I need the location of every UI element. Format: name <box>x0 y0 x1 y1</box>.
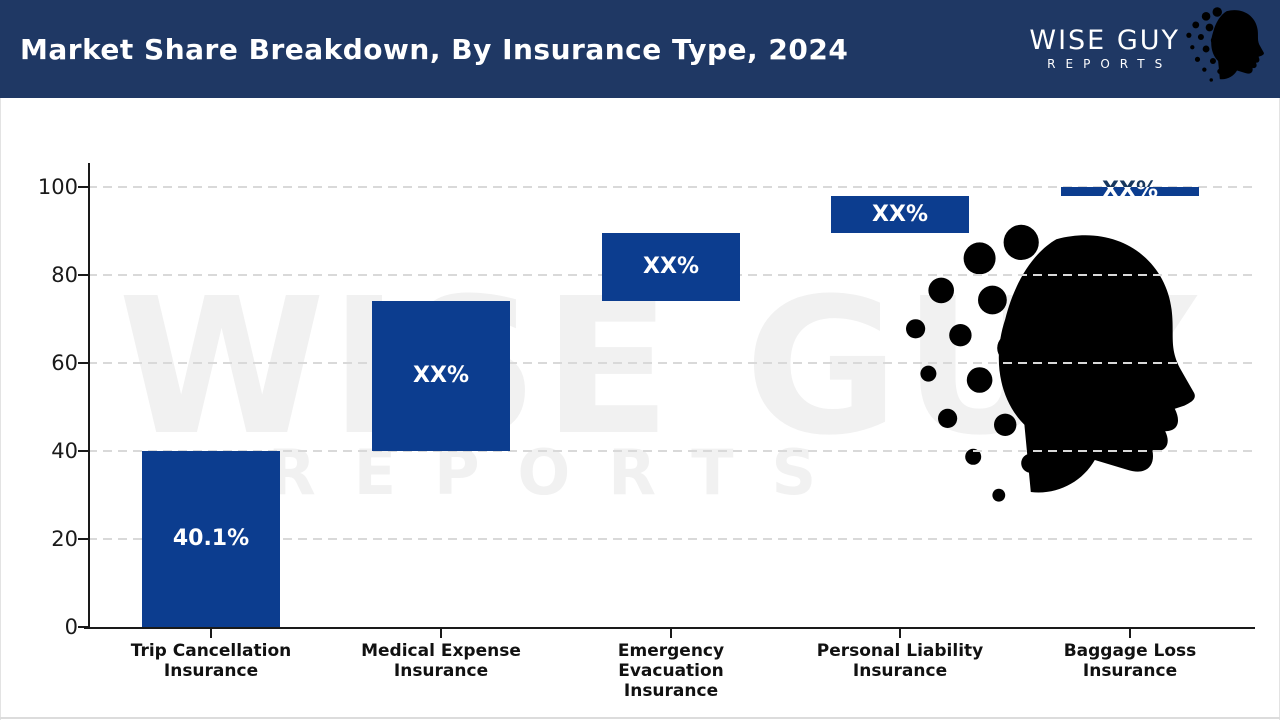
page-border-bottom <box>0 717 1280 719</box>
y-tick-label-20: 20 <box>51 527 78 551</box>
y-tick-label-80: 80 <box>51 263 78 287</box>
x-tick-mark-1 <box>210 629 212 638</box>
x-category-label-2: Medical Expense Insurance <box>361 641 521 681</box>
y-tick-mark-100 <box>78 186 88 188</box>
y-tick-mark-20 <box>78 538 88 540</box>
page-border-left <box>0 98 1 720</box>
gridline-y-20 <box>88 538 1255 540</box>
x-category-label-4: Personal Liability Insurance <box>816 641 984 681</box>
bar-value-label-4: XX% <box>872 201 928 227</box>
x-category-label-1: Trip Cancellation Insurance <box>130 641 292 681</box>
gridline-y-60 <box>88 362 1255 364</box>
y-tick-label-0: 0 <box>64 615 78 639</box>
x-tick-mark-3 <box>670 629 672 638</box>
x-tick-mark-2 <box>440 629 442 638</box>
x-axis-line <box>84 627 1255 629</box>
y-tick-mark-80 <box>78 274 88 276</box>
bar-value-label-5-overflow: XX% <box>1061 177 1199 187</box>
logo-head-icon <box>1182 6 1268 92</box>
y-tick-label-40: 40 <box>51 439 78 463</box>
x-category-label-5: Baggage Loss Insurance <box>1063 641 1197 681</box>
y-axis-line <box>88 163 90 629</box>
header: Market Share Breakdown, By Insurance Typ… <box>0 0 1280 98</box>
y-tick-mark-40 <box>78 450 88 452</box>
bar-4 <box>831 195 969 234</box>
y-tick-mark-60 <box>78 362 88 364</box>
bar-1 <box>142 450 280 627</box>
x-category-label-3: Emergency Evacuation Insurance <box>617 641 725 701</box>
logo-text: WISE GUY REPORTS <box>1029 26 1180 72</box>
logo-wordmark: WISE GUY <box>1029 25 1180 56</box>
logo-subtitle: REPORTS <box>1047 57 1173 71</box>
bar-value-label-3: XX% <box>643 254 699 280</box>
y-tick-label-60: 60 <box>51 351 78 375</box>
bar-3 <box>602 233 740 302</box>
bar-value-label-5: XX% <box>1102 178 1158 204</box>
y-tick-mark-0 <box>78 626 88 628</box>
gridline-y-40 <box>88 450 1255 452</box>
y-tick-label-100: 100 <box>37 175 78 199</box>
wiseguy-logo: WISE GUY REPORTS <box>1029 0 1268 98</box>
watermark-subtitle: REPORTS <box>268 436 855 509</box>
x-tick-mark-5 <box>1129 629 1131 638</box>
bar-value-label-1: 40.1% <box>172 525 250 551</box>
gridline-y-100 <box>88 186 1255 188</box>
x-tick-mark-4 <box>899 629 901 638</box>
page-title: Market Share Breakdown, By Insurance Typ… <box>20 32 849 66</box>
bar-value-label-2: XX% <box>413 362 469 388</box>
bar-5 <box>1061 187 1199 196</box>
bar-2 <box>372 301 510 451</box>
